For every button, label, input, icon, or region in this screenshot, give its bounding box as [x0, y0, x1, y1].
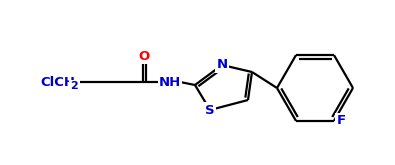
Text: ClCH: ClCH — [41, 76, 75, 88]
Text: N: N — [216, 59, 228, 71]
Text: 2: 2 — [70, 81, 78, 91]
Text: O: O — [138, 50, 150, 63]
Text: NH: NH — [159, 76, 181, 88]
Text: F: F — [337, 114, 346, 127]
Text: S: S — [205, 103, 215, 116]
